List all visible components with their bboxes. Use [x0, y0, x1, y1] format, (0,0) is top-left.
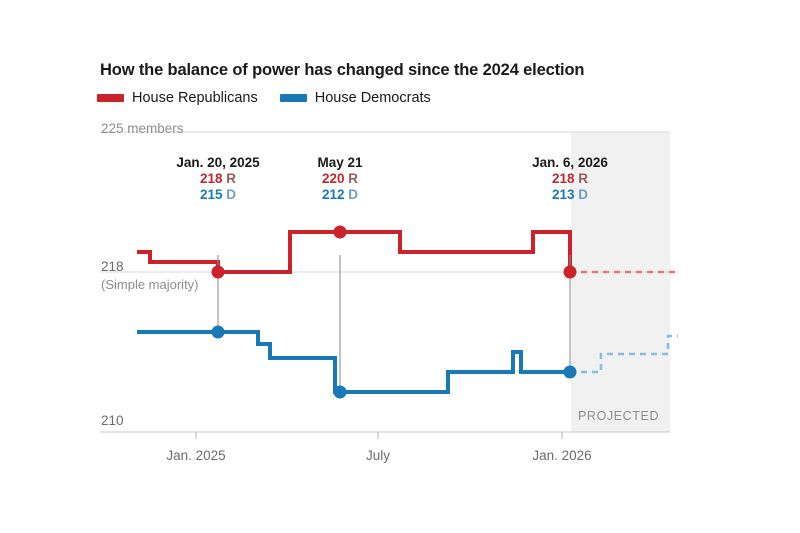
annotation-date: May 21	[317, 155, 363, 170]
x-axis-tick-july: July	[365, 448, 391, 463]
annotation-republican-value: 218 R	[199, 170, 237, 186]
annotation-marker-republican	[563, 265, 577, 279]
annotation-republican-value: 220 R	[321, 170, 359, 186]
annotation-democrat-value: 212 D	[321, 186, 359, 202]
y-axis-tick-210: 210	[101, 413, 124, 428]
legend-item-republicans[interactable]: House Republicans	[97, 90, 258, 106]
annotation-date: Jan. 20, 2025	[176, 155, 260, 170]
annotation-republican-value: 218 R	[551, 170, 589, 186]
x-axis-tick-jan-2025: Jan. 2025	[166, 448, 226, 463]
annotation-may-21: May 21 220 R 212 D	[317, 155, 362, 203]
annotation-democrat-value: 215 D	[199, 186, 237, 202]
legend-item-democrats[interactable]: House Democrats	[279, 90, 431, 106]
projected-label: PROJECTED	[578, 409, 660, 423]
series-line-democrats	[137, 330, 570, 394]
annotation-marker-democrat	[563, 365, 577, 379]
legend-swatch-republicans	[97, 94, 124, 102]
x-axis-tick-jan-2026: Jan. 2026	[532, 448, 592, 463]
annotation-democrat-value: 213 D	[551, 186, 589, 202]
series-projected-line-democrats	[570, 334, 678, 374]
legend-label-republicans: House Republicans	[132, 90, 258, 106]
projected-region-shade	[571, 132, 670, 432]
legend-label-democrats: House Democrats	[314, 90, 431, 106]
series-line-republicans	[137, 230, 572, 274]
annotation-date: Jan. 6, 2026	[532, 155, 608, 170]
annotation-marker-democrat	[211, 325, 225, 339]
page-title: How the balance of power has changed sin…	[100, 61, 585, 79]
y-axis-top-label: 225 members	[101, 121, 184, 136]
annotation-marker-republican	[333, 225, 347, 239]
y-axis-tick-218: 218	[101, 259, 124, 274]
annotation-jan-20-2025: Jan. 20, 2025 218 R 215 D	[176, 155, 259, 203]
annotation-marker-democrat	[333, 385, 347, 399]
legend-swatch-democrats	[279, 94, 307, 102]
chart-legend: House Republicans House Democrats	[97, 90, 431, 106]
annotation-marker-republican	[211, 265, 225, 279]
y-axis-tick-218-sublabel: (Simple majority)	[101, 277, 199, 292]
annotation-jan-6-2026: Jan. 6, 2026 218 R 213 D	[532, 155, 608, 203]
